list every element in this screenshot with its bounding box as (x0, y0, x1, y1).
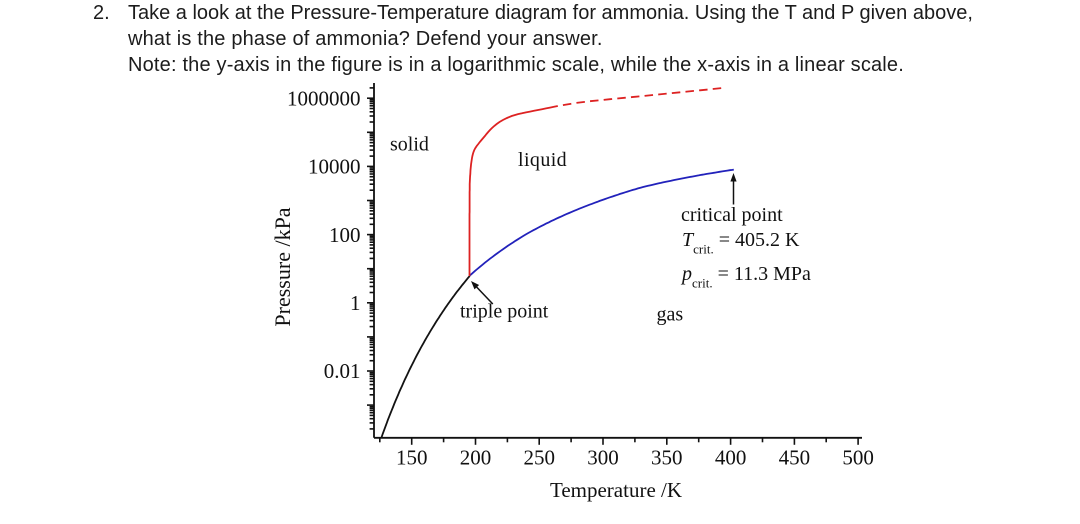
svg-text:Temperature /K: Temperature /K (550, 478, 682, 502)
svg-text:300: 300 (587, 446, 619, 470)
svg-text:10000: 10000 (308, 155, 361, 179)
svg-text:solid: solid (390, 134, 429, 156)
svg-text:1000000: 1000000 (287, 86, 361, 110)
svg-text:250: 250 (523, 446, 555, 470)
svg-text:450: 450 (779, 446, 811, 470)
svg-text:pcrit. = 11.3 MPa: pcrit. = 11.3 MPa (680, 263, 811, 291)
svg-text:200: 200 (460, 446, 492, 470)
svg-text:liquid: liquid (518, 149, 567, 171)
svg-text:Pressure /kPa: Pressure /kPa (270, 207, 295, 326)
svg-text:gas: gas (657, 304, 684, 326)
svg-text:1: 1 (350, 291, 361, 315)
svg-text:triple point: triple point (460, 301, 549, 323)
svg-text:400: 400 (715, 446, 747, 470)
svg-text:150: 150 (396, 446, 428, 470)
svg-text:100: 100 (329, 223, 361, 247)
svg-text:critical point: critical point (681, 204, 783, 226)
svg-text:350: 350 (651, 446, 683, 470)
svg-text:0.01: 0.01 (324, 359, 361, 383)
svg-text:500: 500 (842, 446, 874, 470)
svg-text:Tcrit. = 405.2 K: Tcrit. = 405.2 K (682, 229, 800, 257)
